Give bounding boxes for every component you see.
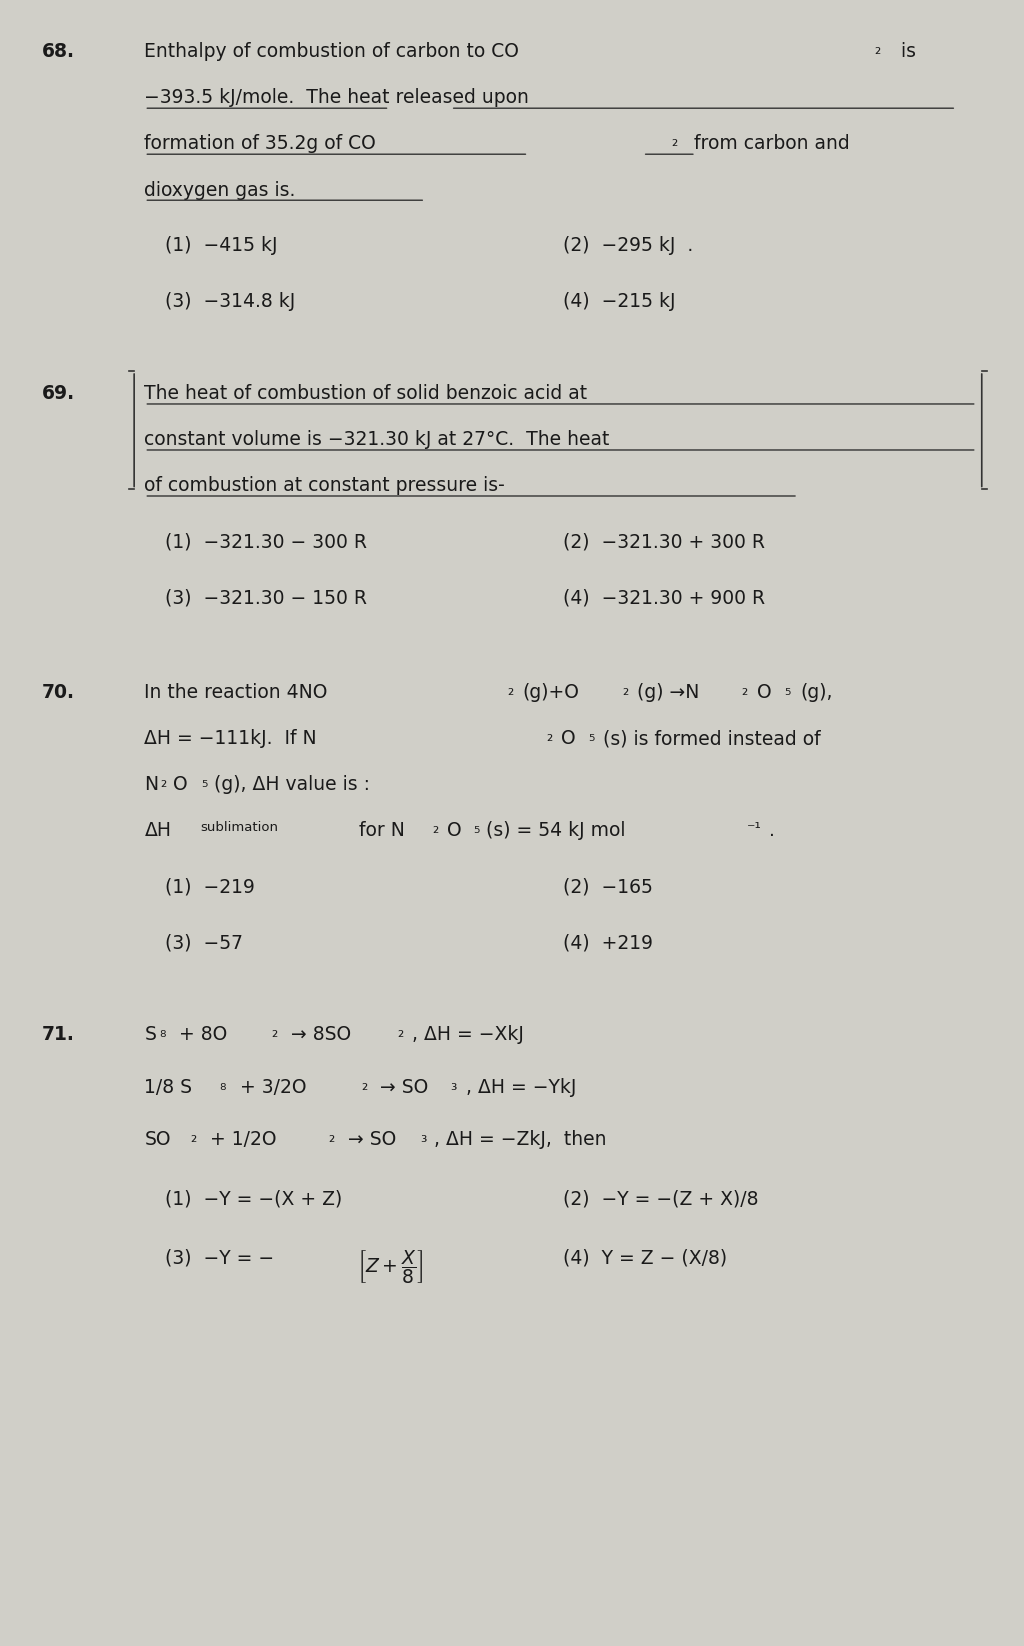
Text: ⁻¹: ⁻¹ bbox=[746, 821, 762, 836]
Text: ₂: ₂ bbox=[190, 1131, 197, 1146]
Text: (1)  −Y = −(X + Z): (1) −Y = −(X + Z) bbox=[165, 1190, 342, 1208]
Text: (4)  −215 kJ: (4) −215 kJ bbox=[563, 293, 676, 311]
Text: (g) →N: (g) →N bbox=[637, 683, 699, 703]
Text: (2)  −Y = −(Z + X)/8: (2) −Y = −(Z + X)/8 bbox=[563, 1190, 759, 1208]
Text: → SO: → SO bbox=[342, 1131, 396, 1149]
Text: 70.: 70. bbox=[42, 683, 75, 703]
Text: O: O bbox=[757, 683, 772, 703]
Text: (g),: (g), bbox=[800, 683, 833, 703]
Text: (s) is formed instead of: (s) is formed instead of bbox=[603, 729, 820, 749]
Text: O: O bbox=[173, 775, 187, 795]
Text: Enthalpy of combustion of carbon to CO: Enthalpy of combustion of carbon to CO bbox=[144, 43, 519, 61]
Text: ₂: ₂ bbox=[397, 1025, 403, 1040]
Text: from carbon and: from carbon and bbox=[688, 135, 849, 153]
Text: → SO: → SO bbox=[374, 1078, 428, 1096]
Text: .: . bbox=[769, 821, 775, 841]
Text: $\left[Z+\dfrac{X}{8}\right]$: $\left[Z+\dfrac{X}{8}\right]$ bbox=[356, 1249, 423, 1287]
Text: (4)  −321.30 + 900 R: (4) −321.30 + 900 R bbox=[563, 588, 765, 607]
Text: (s) = 54 kJ mol: (s) = 54 kJ mol bbox=[486, 821, 626, 841]
Text: ₅: ₅ bbox=[784, 683, 792, 698]
Text: (2)  −321.30 + 300 R: (2) −321.30 + 300 R bbox=[563, 532, 765, 551]
Text: ₃: ₃ bbox=[451, 1078, 458, 1093]
Text: ΔH: ΔH bbox=[144, 821, 171, 841]
Text: ₈: ₈ bbox=[219, 1078, 225, 1093]
Text: −393.5 kJ/mole.  The heat released upon: −393.5 kJ/mole. The heat released upon bbox=[144, 89, 529, 107]
Text: ₂: ₂ bbox=[507, 683, 513, 698]
Text: ₂: ₂ bbox=[672, 135, 678, 150]
Text: constant volume is −321.30 kJ at 27°C.  The heat: constant volume is −321.30 kJ at 27°C. T… bbox=[144, 430, 609, 449]
Text: (2)  −295 kJ  .: (2) −295 kJ . bbox=[563, 237, 693, 255]
Text: ₈: ₈ bbox=[160, 1025, 166, 1040]
Text: O: O bbox=[446, 821, 461, 841]
Text: ₃: ₃ bbox=[420, 1131, 427, 1146]
Text: ₂: ₂ bbox=[432, 821, 438, 836]
Text: formation of 35.2g of CO: formation of 35.2g of CO bbox=[144, 135, 376, 153]
Text: (3)  −321.30 − 150 R: (3) −321.30 − 150 R bbox=[165, 588, 367, 607]
Text: 1/8 S: 1/8 S bbox=[144, 1078, 193, 1096]
Text: ₂: ₂ bbox=[161, 775, 167, 790]
Text: ₂: ₂ bbox=[360, 1078, 368, 1093]
Text: 69.: 69. bbox=[42, 384, 76, 403]
Text: ₅: ₅ bbox=[202, 775, 208, 790]
Text: ₂: ₂ bbox=[741, 683, 748, 698]
Text: → 8SO: → 8SO bbox=[286, 1025, 351, 1044]
Text: S: S bbox=[144, 1025, 157, 1044]
Text: (1)  −415 kJ: (1) −415 kJ bbox=[165, 237, 278, 255]
Text: (3)  −314.8 kJ: (3) −314.8 kJ bbox=[165, 293, 295, 311]
Text: (1)  −321.30 − 300 R: (1) −321.30 − 300 R bbox=[165, 532, 367, 551]
Text: (2)  −165: (2) −165 bbox=[563, 877, 653, 895]
Text: sublimation: sublimation bbox=[201, 821, 279, 835]
Text: , ΔH = −XkJ: , ΔH = −XkJ bbox=[412, 1025, 524, 1044]
Text: + 3/2O: + 3/2O bbox=[234, 1078, 307, 1096]
Text: 68.: 68. bbox=[42, 43, 75, 61]
Text: SO: SO bbox=[144, 1131, 171, 1149]
Text: ΔH = −111kJ.  If N: ΔH = −111kJ. If N bbox=[144, 729, 317, 749]
Text: ₂: ₂ bbox=[547, 729, 553, 744]
Text: (1)  −219: (1) −219 bbox=[165, 877, 255, 895]
Text: The heat of combustion of solid benzoic acid at: The heat of combustion of solid benzoic … bbox=[144, 384, 588, 403]
Text: , ΔH = −ZkJ,  then: , ΔH = −ZkJ, then bbox=[434, 1131, 607, 1149]
Text: (g), ΔH value is :: (g), ΔH value is : bbox=[214, 775, 370, 795]
Text: ₅: ₅ bbox=[473, 821, 479, 836]
Text: 71.: 71. bbox=[42, 1025, 75, 1044]
Text: (3)  −Y = −: (3) −Y = − bbox=[165, 1249, 273, 1267]
Text: ₂: ₂ bbox=[874, 43, 881, 58]
Text: ₅: ₅ bbox=[589, 729, 595, 744]
Text: for N: for N bbox=[358, 821, 404, 841]
Text: is: is bbox=[895, 43, 915, 61]
Text: In the reaction 4NO: In the reaction 4NO bbox=[144, 683, 328, 703]
Text: (g)+O: (g)+O bbox=[522, 683, 580, 703]
Text: + 1/2O: + 1/2O bbox=[204, 1131, 276, 1149]
Text: ₂: ₂ bbox=[623, 683, 629, 698]
Text: of combustion at constant pressure is-: of combustion at constant pressure is- bbox=[144, 476, 505, 495]
Text: (4)  Y = Z − (X/8): (4) Y = Z − (X/8) bbox=[563, 1249, 727, 1267]
Text: N: N bbox=[144, 775, 159, 795]
Text: , ΔH = −YkJ: , ΔH = −YkJ bbox=[466, 1078, 577, 1096]
Text: (3)  −57: (3) −57 bbox=[165, 933, 243, 951]
Text: ₂: ₂ bbox=[271, 1025, 278, 1040]
Text: (4)  +219: (4) +219 bbox=[563, 933, 653, 951]
Text: O: O bbox=[561, 729, 575, 749]
Text: + 8O: + 8O bbox=[173, 1025, 227, 1044]
Text: dioxygen gas is.: dioxygen gas is. bbox=[144, 181, 296, 199]
Text: ₂: ₂ bbox=[328, 1131, 335, 1146]
